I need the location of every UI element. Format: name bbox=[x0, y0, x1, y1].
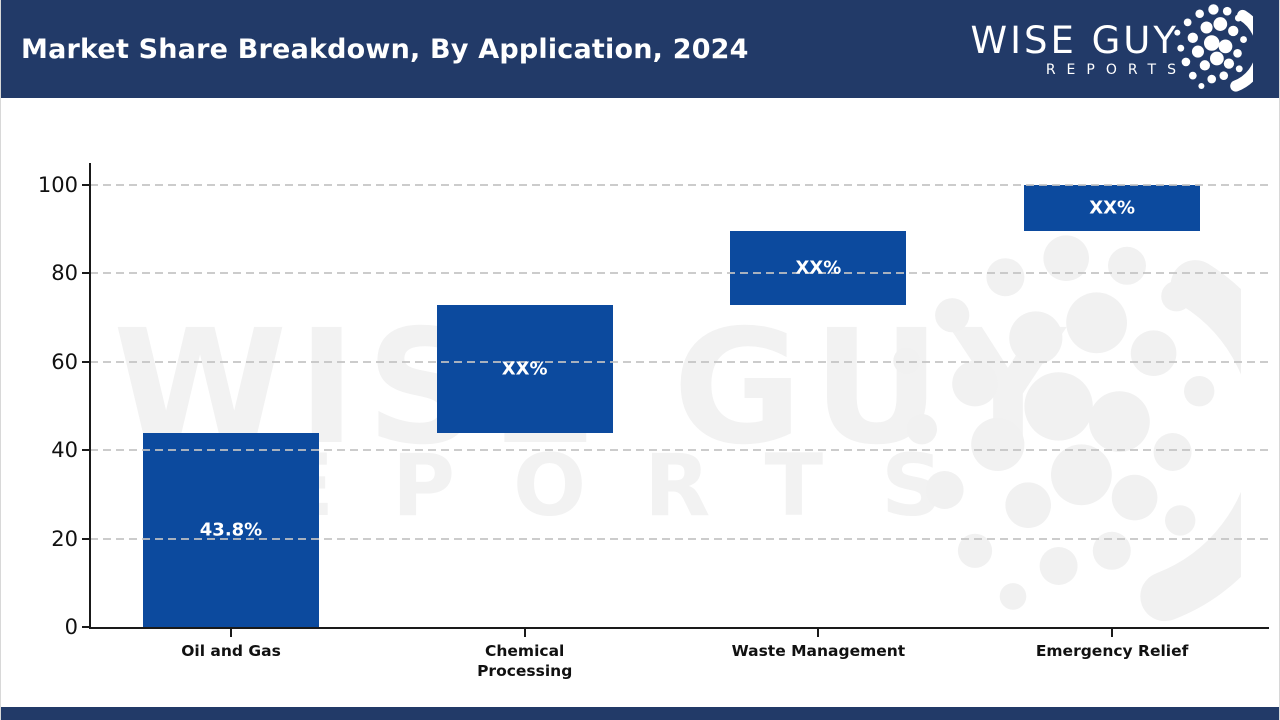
chart-area: WISE GUY REPORTS 0 20 40 60 80 100 43.8% Oil an… bbox=[1, 98, 1279, 707]
y-tick-label-60: 60 bbox=[51, 349, 78, 374]
x-tick-oil-and-gas bbox=[230, 629, 232, 637]
y-tick-label-40: 40 bbox=[51, 438, 78, 463]
y-tick-40 bbox=[82, 449, 90, 452]
bar-oil-and-gas bbox=[143, 433, 319, 627]
logo-text: WISE GUY REPORTS bbox=[971, 22, 1179, 77]
bar-value-chemical-processing: XX% bbox=[501, 358, 548, 380]
y-axis-line bbox=[89, 163, 91, 629]
logo-subtext: REPORTS bbox=[1045, 61, 1187, 78]
category-label-waste-management: Waste Management bbox=[731, 642, 906, 660]
watermark-face-icon bbox=[893, 235, 1241, 622]
bar-waste-management bbox=[730, 231, 907, 305]
logo-wordmark: WISE GUY bbox=[970, 18, 1179, 62]
gridline-60 bbox=[90, 360, 1269, 363]
y-tick-label-100: 100 bbox=[37, 173, 78, 197]
bar-value-oil-and-gas: 43.8% bbox=[199, 519, 263, 541]
y-tick-label-80: 80 bbox=[51, 261, 78, 286]
y-tick-0 bbox=[82, 626, 90, 628]
gridline-80 bbox=[90, 272, 1269, 275]
category-label-oil-and-gas: Oil and Gas bbox=[181, 642, 281, 660]
x-tick-chemical-processing bbox=[523, 629, 526, 637]
bar-value-waste-management: XX% bbox=[795, 257, 842, 279]
y-tick-80 bbox=[82, 272, 90, 275]
y-tick-label-0: 0 bbox=[64, 615, 78, 639]
category-label-emergency-relief: Emergency Relief bbox=[1035, 642, 1189, 660]
wiseguy-logo: WISE GUY REPORTS bbox=[971, 3, 1253, 95]
y-tick-label-20: 20 bbox=[51, 526, 78, 551]
bar-value-emergency-relief: XX% bbox=[1089, 197, 1135, 219]
bar-chemical-processing bbox=[436, 304, 613, 434]
gridline-20 bbox=[90, 537, 1269, 540]
category-label-chemical-processing: Chemical Processing bbox=[477, 642, 573, 681]
x-axis-line bbox=[89, 627, 1269, 629]
chart-title: Market Share Breakdown, By Application, … bbox=[21, 33, 749, 65]
gridline-40 bbox=[90, 449, 1269, 452]
y-tick-60 bbox=[82, 360, 90, 363]
y-tick-100 bbox=[82, 184, 90, 186]
bar-emergency-relief bbox=[1024, 185, 1201, 232]
logo-face-icon bbox=[1174, 4, 1253, 92]
x-tick-waste-management bbox=[817, 629, 820, 637]
footer-bar bbox=[1, 707, 1279, 720]
header-bar: Market Share Breakdown, By Application, … bbox=[1, 0, 1279, 98]
y-tick-20 bbox=[82, 537, 90, 540]
gridline-100 bbox=[90, 184, 1269, 186]
x-tick-emergency-relief bbox=[1111, 629, 1114, 637]
